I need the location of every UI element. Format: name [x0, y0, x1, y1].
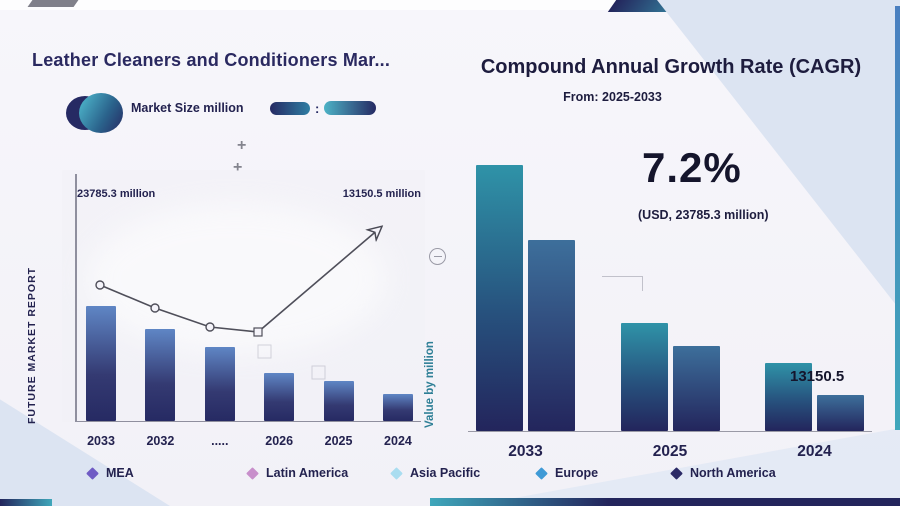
legend-item-europe: Europe: [535, 466, 599, 480]
bar-2033-secondary: [528, 240, 575, 431]
legend-label: Asia Pacific: [410, 466, 481, 480]
legend-pills: :: [270, 100, 377, 116]
x-axis-line: [75, 420, 421, 422]
x-tick-label: 2033: [508, 442, 543, 460]
x-tick-label: 2024: [797, 442, 832, 460]
plus-icon: +: [233, 159, 243, 176]
bar-2024-primary: [765, 363, 812, 431]
annotation-2024-value: 13150.5 million: [342, 188, 421, 200]
circle-minus-icon: [429, 248, 446, 265]
cylinder-front-icon: [79, 93, 123, 133]
bar-2033: [86, 305, 116, 421]
bar-value-13150: 13150.5: [790, 368, 845, 385]
bar-2026: [264, 373, 295, 421]
diamond-icon: [86, 466, 99, 480]
left-chart-column: 2026: [262, 299, 296, 448]
diamond-icon: [246, 466, 259, 480]
diamond-icon: [670, 466, 683, 480]
bar-2025: [323, 381, 354, 421]
value-axis-label: Value by million: [424, 341, 436, 428]
left-chart-column: 2033: [84, 299, 118, 448]
y-axis-line: [75, 174, 77, 422]
legend-item-asia-pacific: Asia Pacific: [390, 466, 481, 480]
bar-2033-primary: [476, 164, 523, 431]
left-chart-column: .....: [203, 299, 237, 448]
x-tick-label: 2024: [384, 433, 412, 448]
x-tick-label: 2026: [265, 433, 294, 448]
bar-2024-secondary: [817, 395, 864, 431]
bar-2025-secondary: [672, 345, 720, 431]
x-tick-label: 2025: [324, 433, 353, 448]
legend-item-mea: MEA: [86, 466, 134, 480]
x-tick-label: 2032: [146, 433, 175, 448]
left-chart-title: Leather Cleaners and Conditioners Mar...: [32, 50, 391, 70]
legend-item-north-america: North America: [670, 466, 776, 480]
pill-colon: :: [315, 100, 320, 116]
cagr-subtitle: From: 2025-2033: [563, 90, 662, 104]
legend-label: Europe: [555, 466, 599, 480]
bar-2032: [145, 328, 176, 421]
bar-2025-primary: [620, 323, 668, 431]
market-size-cylinder-icon: [66, 93, 124, 133]
legend-label: MEA: [106, 466, 134, 480]
diamond-icon: [390, 466, 403, 480]
left-chart-bars: 2033 2032..... 2026 2025 2024: [84, 299, 415, 448]
corner-bracket-decor: [602, 276, 643, 291]
bar-group-2033: 2033: [476, 164, 575, 460]
left-chart-column: 2032: [143, 299, 177, 448]
left-chart-column: 2025: [322, 299, 356, 448]
future-market-report-watermark: FUTURE MARKET REPORT: [26, 266, 38, 424]
left-bar-chart: 23785.3 million 13150.5 million 2033 2032…: [62, 170, 425, 448]
right-chart-groups: 2033 2025 2024: [476, 164, 864, 460]
right-bar-chart: 2033 2025 2024: [468, 156, 872, 460]
x-tick-label: 2033: [87, 433, 115, 448]
legend-label: North America: [690, 466, 776, 480]
top-left-accent: [27, 0, 79, 7]
top-white-band: [0, 0, 900, 10]
market-size-legend-label: Market Size million: [131, 101, 244, 115]
x-tick-label: 2025: [652, 442, 688, 460]
cagr-title: Compound Annual Growth Rate (CAGR): [480, 56, 862, 78]
pill-icon: [324, 101, 377, 115]
bar-.....: [204, 347, 235, 421]
legend-label: Latin America: [266, 466, 349, 480]
bar-group-2025: 2025: [620, 323, 720, 460]
diamond-icon: [535, 466, 548, 480]
bottom-left-accent: [0, 499, 52, 506]
x-axis-line: [468, 430, 872, 432]
bar-2024: [382, 394, 413, 421]
plus-icon: +: [237, 137, 247, 154]
legend-item-latin-america: Latin America: [246, 466, 349, 480]
bottom-edge-accent: [430, 498, 900, 506]
annotation-2033-value: 23785.3 million: [77, 188, 156, 200]
right-edge-accent: [895, 6, 900, 430]
x-tick-label: .....: [211, 433, 229, 448]
left-chart-column: 2024: [381, 299, 415, 448]
pill-icon: [270, 101, 310, 115]
top-teal-accent: [607, 0, 709, 12]
